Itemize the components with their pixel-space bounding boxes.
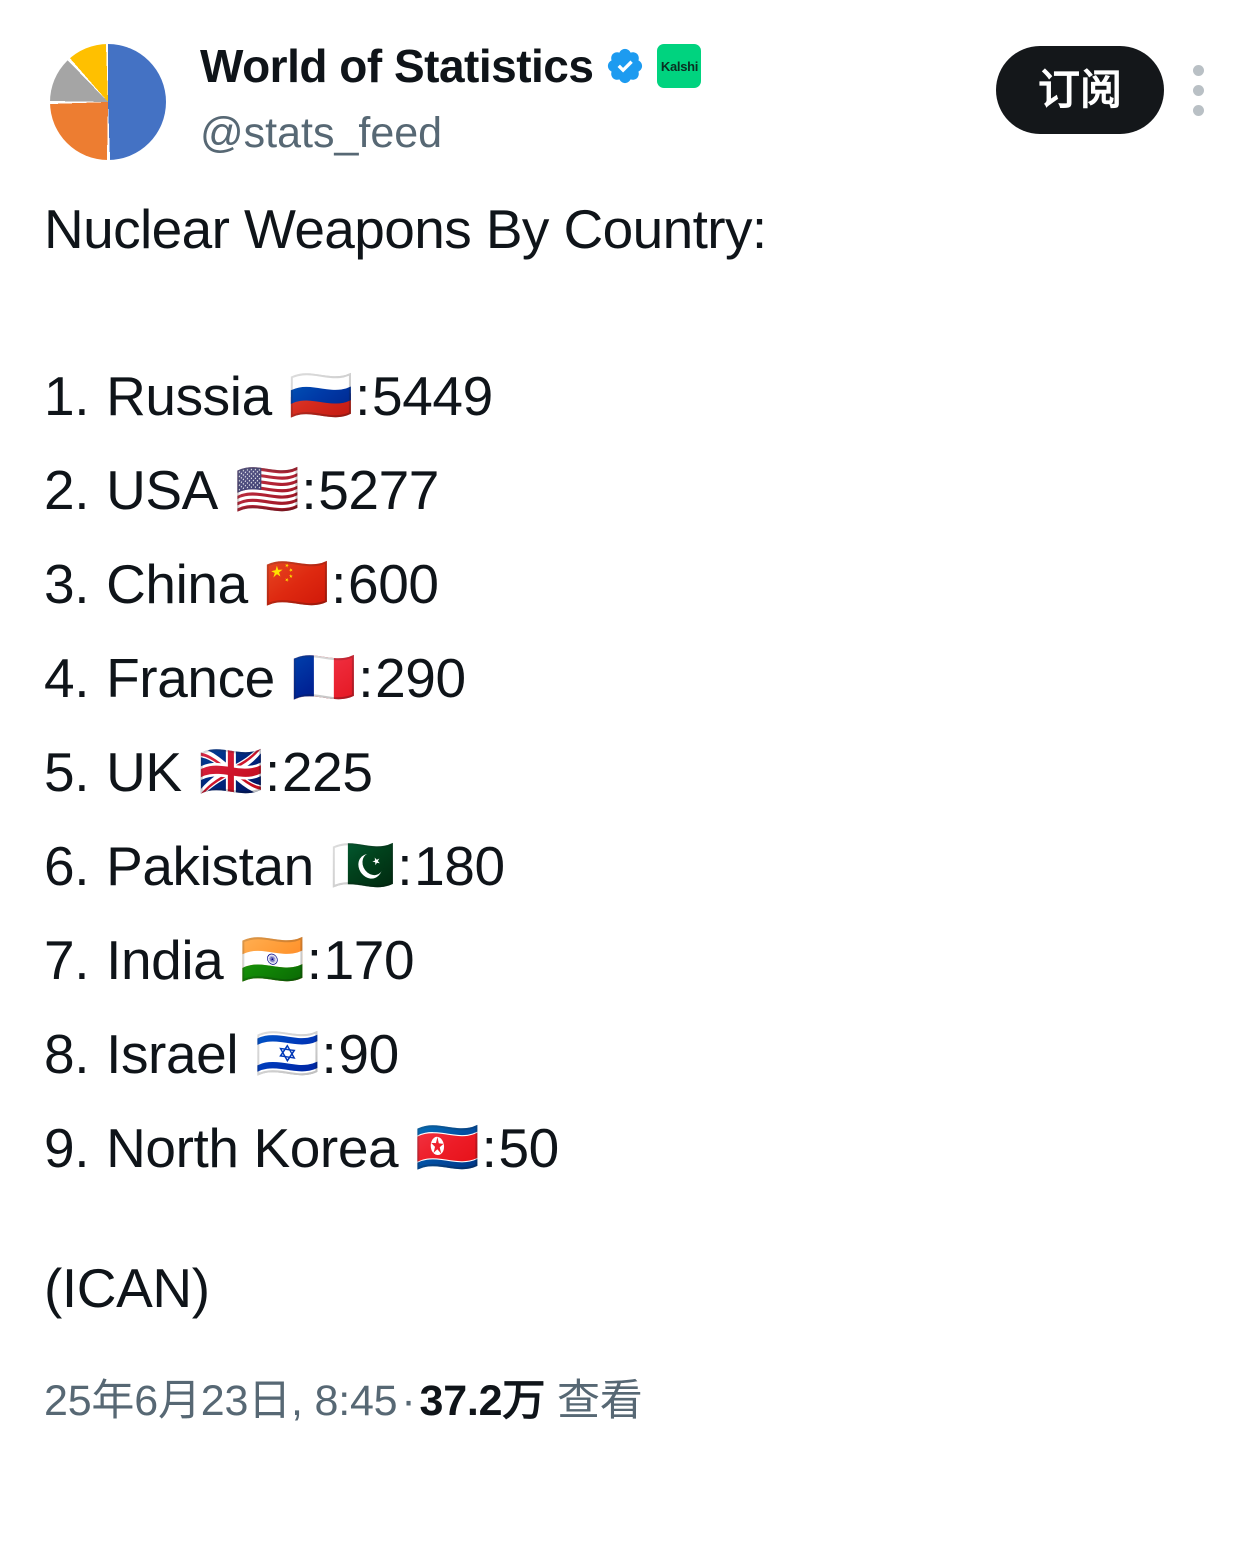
list-item-country: Russia xyxy=(106,364,272,427)
list-item-rank: 4. xyxy=(44,646,90,709)
list-item-value: 5277 xyxy=(318,458,439,521)
list-item-separator: : xyxy=(358,646,374,709)
list-item-country: North Korea xyxy=(106,1116,399,1179)
list-item-country: UK xyxy=(106,740,182,803)
flag-france-icon: 🇫🇷 xyxy=(291,648,357,708)
subscribe-button[interactable]: 订阅 xyxy=(995,46,1164,134)
list-item-rank: 9. xyxy=(44,1116,90,1179)
flag-israel-icon: 🇮🇱 xyxy=(255,1024,320,1084)
list-item-separator: : xyxy=(397,834,413,897)
display-name[interactable]: World of Statistics xyxy=(200,40,594,92)
views-label: 查看 xyxy=(556,1377,643,1425)
list-item-country: India xyxy=(106,928,224,991)
list-item: 5. UK 🇬🇧 : 225 xyxy=(44,725,1224,819)
list-item: 9. North Korea 🇰🇵 : 50 xyxy=(44,1101,1224,1195)
header-actions: 订阅 xyxy=(995,34,1224,134)
tweet-meta-footer: 25年6月23日, 8:45·37.2万 查看 xyxy=(0,1380,1260,1423)
more-dot xyxy=(1192,104,1204,116)
list-item-separator: : xyxy=(481,1116,497,1179)
list-item-value: 5449 xyxy=(372,364,493,427)
tweet-header: World of Statistics Kalshi @stats_feed 订… xyxy=(0,0,1260,166)
list-item: 2. USA 🇺🇸 : 5277 xyxy=(44,443,1224,537)
list-item-value: 600 xyxy=(348,552,439,615)
flag-india-icon: 🇮🇳 xyxy=(240,930,305,990)
nuclear-weapons-list: 1. Russia 🇷🇺 : 5449 2. USA 🇺🇸 : 5277 3. … xyxy=(44,349,1224,1195)
verified-badge-icon[interactable] xyxy=(605,46,645,86)
more-dot xyxy=(1192,84,1204,96)
list-item-rank: 6. xyxy=(44,834,90,897)
source-note: (ICAN) xyxy=(44,1257,210,1319)
list-item-rank: 2. xyxy=(44,458,90,521)
avatar[interactable] xyxy=(44,38,172,166)
list-item-country: Israel xyxy=(106,1022,239,1085)
list-item-rank: 8. xyxy=(44,1022,90,1085)
list-item-separator: : xyxy=(301,458,317,521)
list-item-value: 225 xyxy=(281,740,373,803)
list-item-separator: : xyxy=(331,552,347,615)
list-item: 4. France 🇫🇷 : 290 xyxy=(44,631,1224,725)
list-item-value: 170 xyxy=(323,928,415,991)
account-identity: World of Statistics Kalshi @stats_feed xyxy=(200,34,996,155)
tweet-date: 25年6月23日, xyxy=(44,1377,303,1425)
tweet-body: Nuclear Weapons By Country: 1. Russia 🇷🇺… xyxy=(0,202,1260,1316)
more-dot xyxy=(1192,64,1204,76)
flag-russia-icon: 🇷🇺 xyxy=(288,366,354,426)
list-item: 1. Russia 🇷🇺 : 5449 xyxy=(44,349,1224,443)
account-handle[interactable]: @stats_feed xyxy=(200,109,443,157)
list-item: 3. China 🇨🇳 : 600 xyxy=(44,537,1224,631)
tweet-title: Nuclear Weapons By Country: xyxy=(44,198,767,260)
more-vertical-icon[interactable] xyxy=(1172,46,1224,134)
list-item: 6. Pakistan 🇵🇰 : 180 xyxy=(44,819,1224,913)
flag-pakistan-icon: 🇵🇰 xyxy=(330,836,396,896)
list-item: 7. India 🇮🇳 : 170 xyxy=(44,913,1224,1007)
meta-separator: · xyxy=(401,1377,416,1425)
list-item-value: 90 xyxy=(338,1022,399,1085)
pie-chart-avatar-icon xyxy=(50,44,166,160)
flag-china-icon: 🇨🇳 xyxy=(264,554,330,614)
list-item-value: 50 xyxy=(498,1116,559,1179)
list-item-rank: 3. xyxy=(44,552,90,615)
flag-north-korea-icon: 🇰🇵 xyxy=(415,1118,480,1178)
list-item-rank: 1. xyxy=(44,364,90,427)
list-item-separator: : xyxy=(321,1022,337,1085)
list-item-rank: 7. xyxy=(44,928,90,991)
flag-uk-icon: 🇬🇧 xyxy=(198,742,264,802)
list-item-value: 180 xyxy=(414,834,505,897)
display-name-row: World of Statistics Kalshi xyxy=(200,36,996,96)
list-item-country: USA xyxy=(106,458,218,521)
list-item-separator: : xyxy=(306,928,322,991)
list-item-country: Pakistan xyxy=(106,834,314,897)
list-item-value: 290 xyxy=(375,646,466,709)
affiliate-badge[interactable]: Kalshi xyxy=(657,44,702,88)
list-item-country: China xyxy=(106,552,248,615)
list-item: 8. Israel 🇮🇱 : 90 xyxy=(44,1007,1224,1101)
list-item-separator: : xyxy=(265,740,280,803)
flag-usa-icon: 🇺🇸 xyxy=(234,460,300,520)
tweet-time: 8:45 xyxy=(314,1377,398,1425)
list-item-separator: : xyxy=(355,364,371,427)
list-item-rank: 5. xyxy=(44,740,90,803)
views-count: 37.2万 xyxy=(419,1377,546,1425)
list-item-country: France xyxy=(106,646,275,709)
